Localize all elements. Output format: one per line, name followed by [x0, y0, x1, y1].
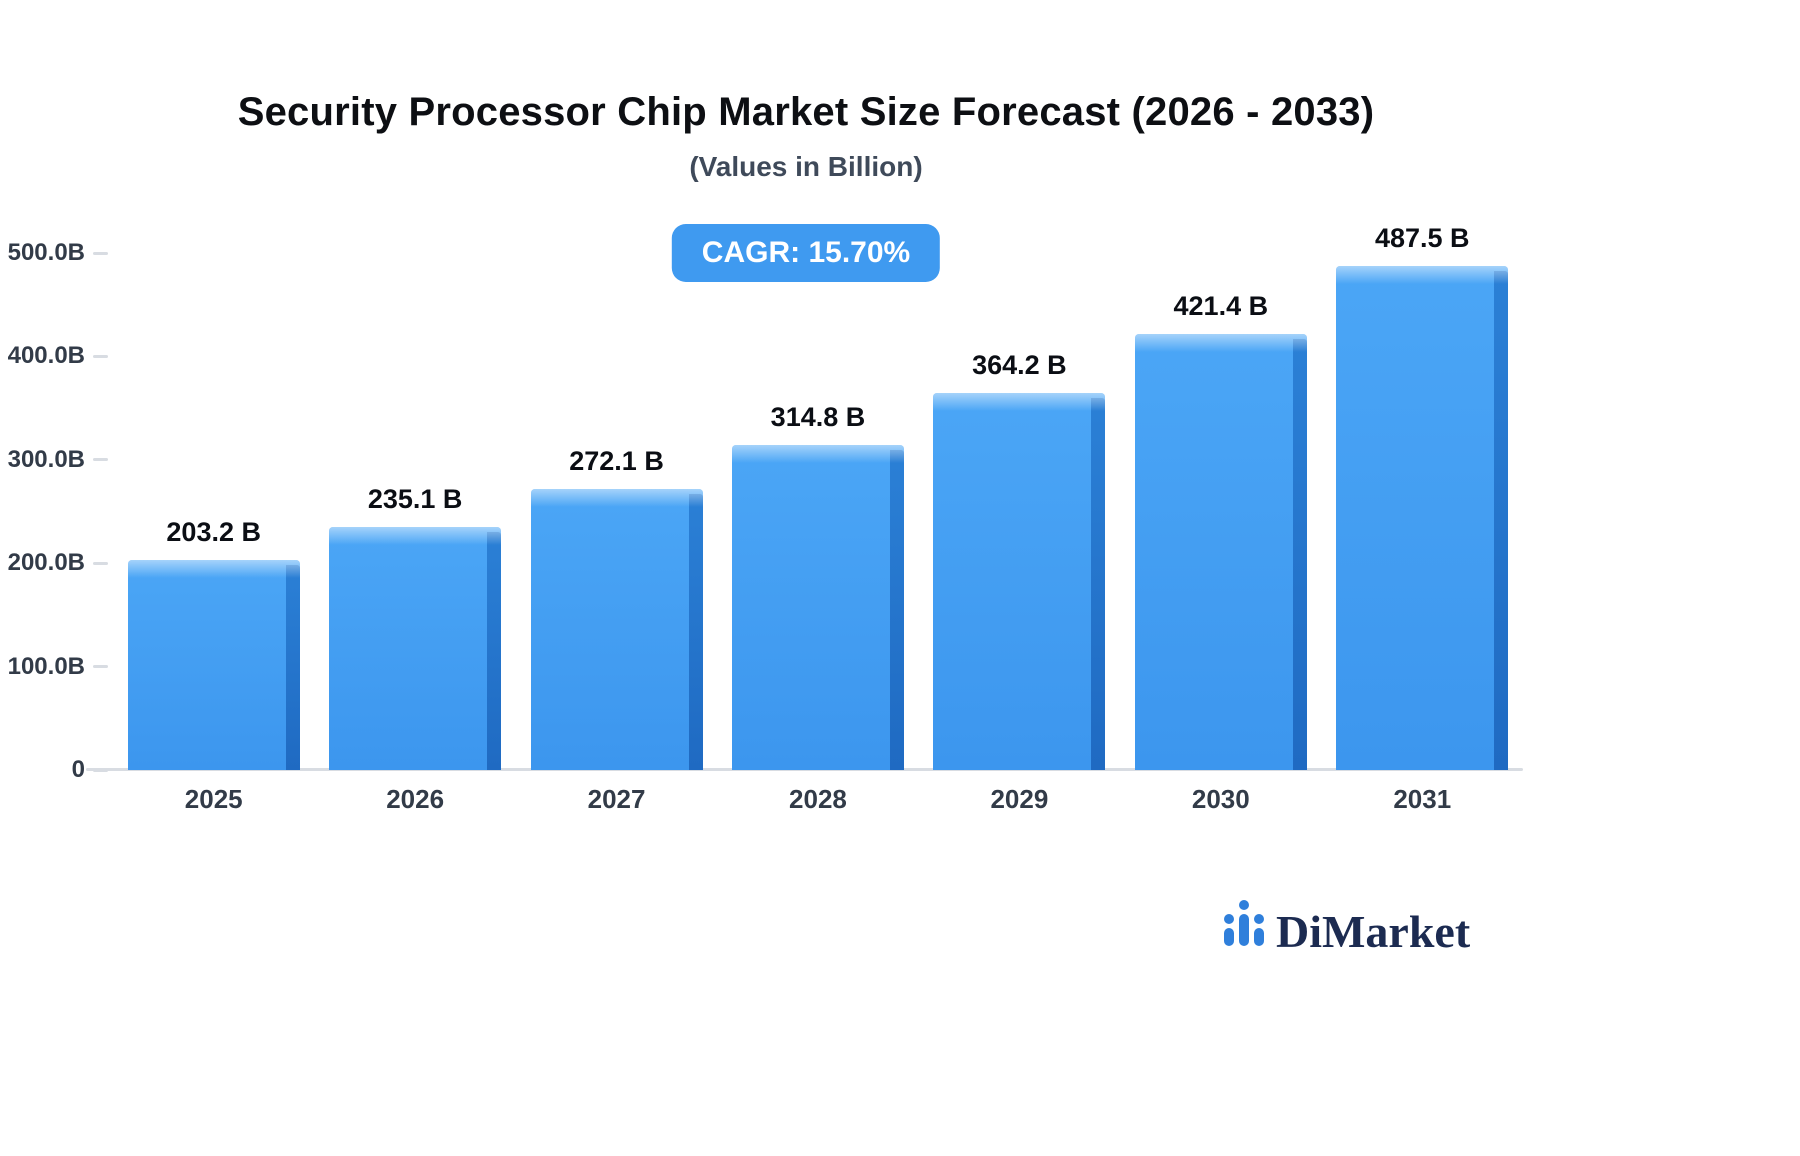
bar-top-highlight	[1336, 265, 1509, 284]
y-axis-tick: 500.0B	[0, 239, 108, 267]
bar-value-label: 235.1 B	[367, 483, 463, 514]
x-axis-label: 2029	[990, 784, 1049, 814]
bar-series: 203.2 B 235.1 B 272.1 B 314.8 B 364.2 B 421.4…	[113, 223, 1523, 770]
bar-side-shade	[1292, 339, 1307, 770]
y-axis-tick-label: 500.0B	[7, 239, 85, 266]
bar-top-highlight	[1134, 334, 1307, 353]
x-axis-label: 2025	[184, 784, 243, 814]
y-axis-tick-label: 200.0B	[7, 549, 85, 577]
bar-value-label: 203.2 B	[166, 516, 261, 547]
bar: 364.2 B	[933, 350, 1106, 770]
bar-slot: 487.5 B	[1322, 223, 1523, 770]
bar-chart-icon-col	[1224, 914, 1234, 946]
y-axis-tick-mark	[93, 665, 108, 669]
y-axis-tick-label: 300.0B	[7, 445, 85, 473]
bar-top-highlight	[329, 526, 502, 545]
bar-chart-icon-col	[1239, 900, 1249, 946]
chart-subtitle: (Values in Billion)	[689, 151, 923, 182]
dimarket-logo: DiMarket	[1224, 900, 1470, 955]
bar: 235.1 B	[329, 484, 502, 770]
y-axis-tick-mark	[93, 354, 108, 358]
bar-side-shade	[688, 493, 703, 770]
icon-dot	[1239, 900, 1249, 910]
bar: 314.8 B	[731, 402, 904, 770]
bar-side-shade	[889, 449, 904, 770]
y-axis-tick-label: 0	[71, 756, 85, 783]
bar: 421.4 B	[1134, 291, 1307, 770]
bar-side-shade	[285, 564, 300, 770]
x-axis-label: 2031	[1393, 784, 1452, 814]
y-axis-tick: 200.0B	[0, 549, 108, 577]
y-axis-tick-label: 100.0B	[7, 652, 85, 680]
bar-top-highlight	[127, 559, 300, 578]
bar-side-shade	[1494, 270, 1509, 770]
bar-value-label: 364.2 B	[972, 350, 1067, 381]
bar-value-label: 487.5 B	[1374, 222, 1470, 253]
bar-slot: 421.4 B	[1120, 253, 1321, 770]
icon-bar	[1224, 928, 1234, 946]
y-axis-tick-mark	[93, 251, 108, 255]
y-axis-tick: 400.0B	[0, 342, 108, 370]
y-axis-tick-label: 400.0B	[7, 342, 85, 370]
y-axis-tick-mark	[93, 458, 108, 462]
bar: 272.1 B	[530, 446, 703, 770]
bar-slot: 364.2 B	[919, 253, 1120, 770]
icon-bar	[1254, 928, 1264, 946]
bar-slot: 235.1 B	[314, 253, 515, 770]
icon-dot	[1254, 914, 1264, 924]
bar-slot: 272.1 B	[516, 253, 717, 770]
bar-top-highlight	[530, 488, 703, 507]
plot-area: 203.2 B 235.1 B 272.1 B 314.8 B 364.2 B 421.4…	[113, 223, 1523, 770]
bar-value-label: 314.8 B	[770, 401, 866, 432]
bar-value-label: 272.1 B	[569, 445, 664, 476]
chart-header: Security Processor Chip Market Size Fore…	[0, 90, 1612, 183]
bar-chart-icon	[1224, 900, 1264, 955]
bar-slot: 314.8 B	[717, 253, 918, 770]
bar-slot: 203.2 B	[113, 253, 314, 770]
logo-text: DiMarket	[1276, 906, 1471, 957]
bar-top-highlight	[731, 444, 904, 463]
bar-side-shade	[1091, 398, 1106, 770]
bar-value-label: 421.4 B	[1173, 291, 1269, 322]
y-axis: 500.0B 400.0B 300.0B 200.0B 100.0B 0	[0, 239, 108, 783]
x-axis-label: 2030	[1191, 784, 1250, 814]
x-axis-label: 2026	[386, 784, 445, 814]
x-axis: 2025 2026 2027 2028 2029 2030 2031	[113, 784, 1523, 815]
cagr-badge: CAGR: 15.70%	[671, 224, 941, 282]
y-axis-tick-mark	[93, 561, 108, 565]
bar: 203.2 B	[127, 517, 300, 770]
y-axis-tick: 100.0B	[0, 653, 108, 681]
bar-side-shade	[487, 531, 502, 770]
bar-top-highlight	[933, 393, 1106, 412]
chart-title: Security Processor Chip Market Size Fore…	[237, 90, 1375, 134]
x-axis-label: 2027	[587, 784, 646, 814]
bar: 487.5 B	[1336, 223, 1509, 770]
icon-bar	[1239, 914, 1249, 946]
y-axis-tick: 300.0B	[0, 446, 108, 474]
bar-chart-icon-col	[1254, 914, 1264, 946]
icon-dot	[1224, 914, 1234, 924]
x-axis-label: 2028	[789, 784, 847, 814]
